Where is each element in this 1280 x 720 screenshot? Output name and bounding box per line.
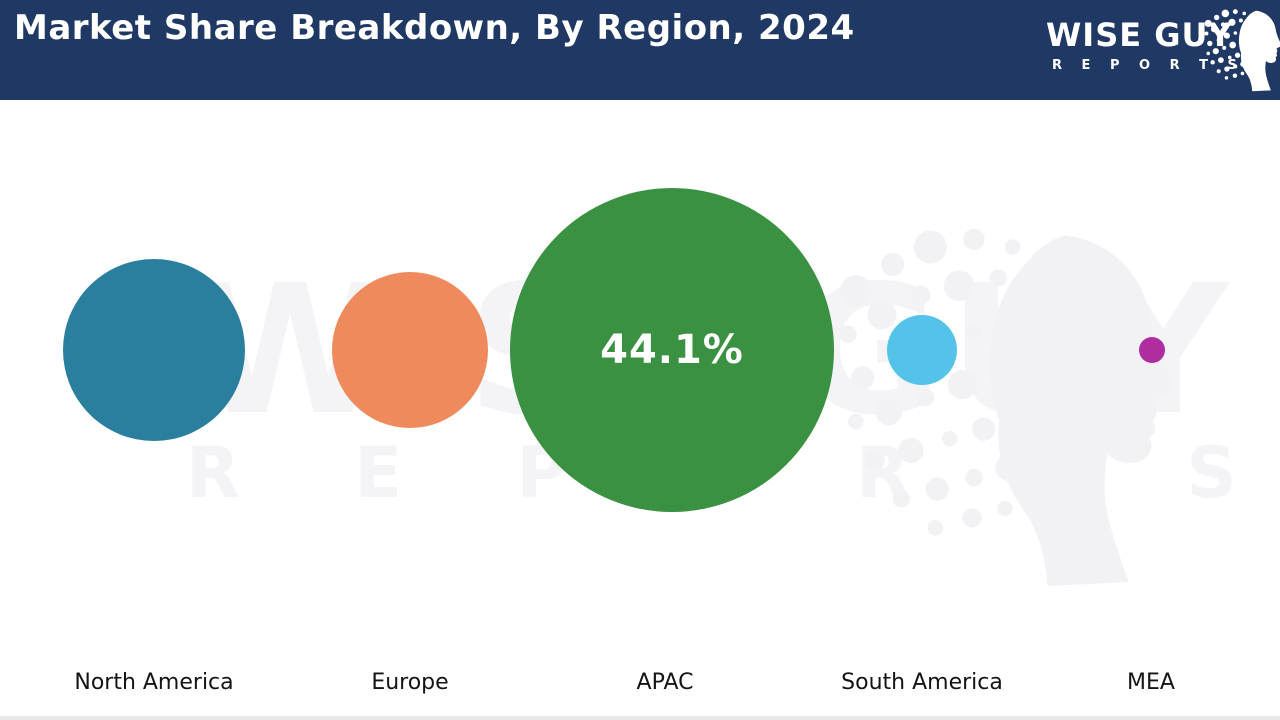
apac-value-label: 44.1% xyxy=(600,327,744,373)
header-bar: Market Share Breakdown, By Region, 2024 … xyxy=(0,0,1280,100)
wiseguy-head-icon xyxy=(1202,6,1280,92)
category-label-south-america: South America xyxy=(841,670,1003,695)
bubble-europe xyxy=(332,272,488,428)
bubble-apac: 44.1% xyxy=(510,188,834,512)
category-label-europe: Europe xyxy=(371,670,449,695)
logo-tagline: R E P O R T S xyxy=(1052,58,1245,73)
bubble-mea xyxy=(1139,337,1165,363)
bubble-south-america xyxy=(887,315,957,385)
bubble-north-america xyxy=(63,259,245,441)
watermark-head-icon xyxy=(828,218,1178,586)
category-label-apac: APAC xyxy=(636,670,694,695)
logo-wordmark: WISE GUY xyxy=(1046,16,1233,54)
category-label-mea: MEA xyxy=(1127,670,1175,695)
category-label-north-america: North America xyxy=(74,670,234,695)
page-title: Market Share Breakdown, By Region, 2024 xyxy=(14,8,855,48)
